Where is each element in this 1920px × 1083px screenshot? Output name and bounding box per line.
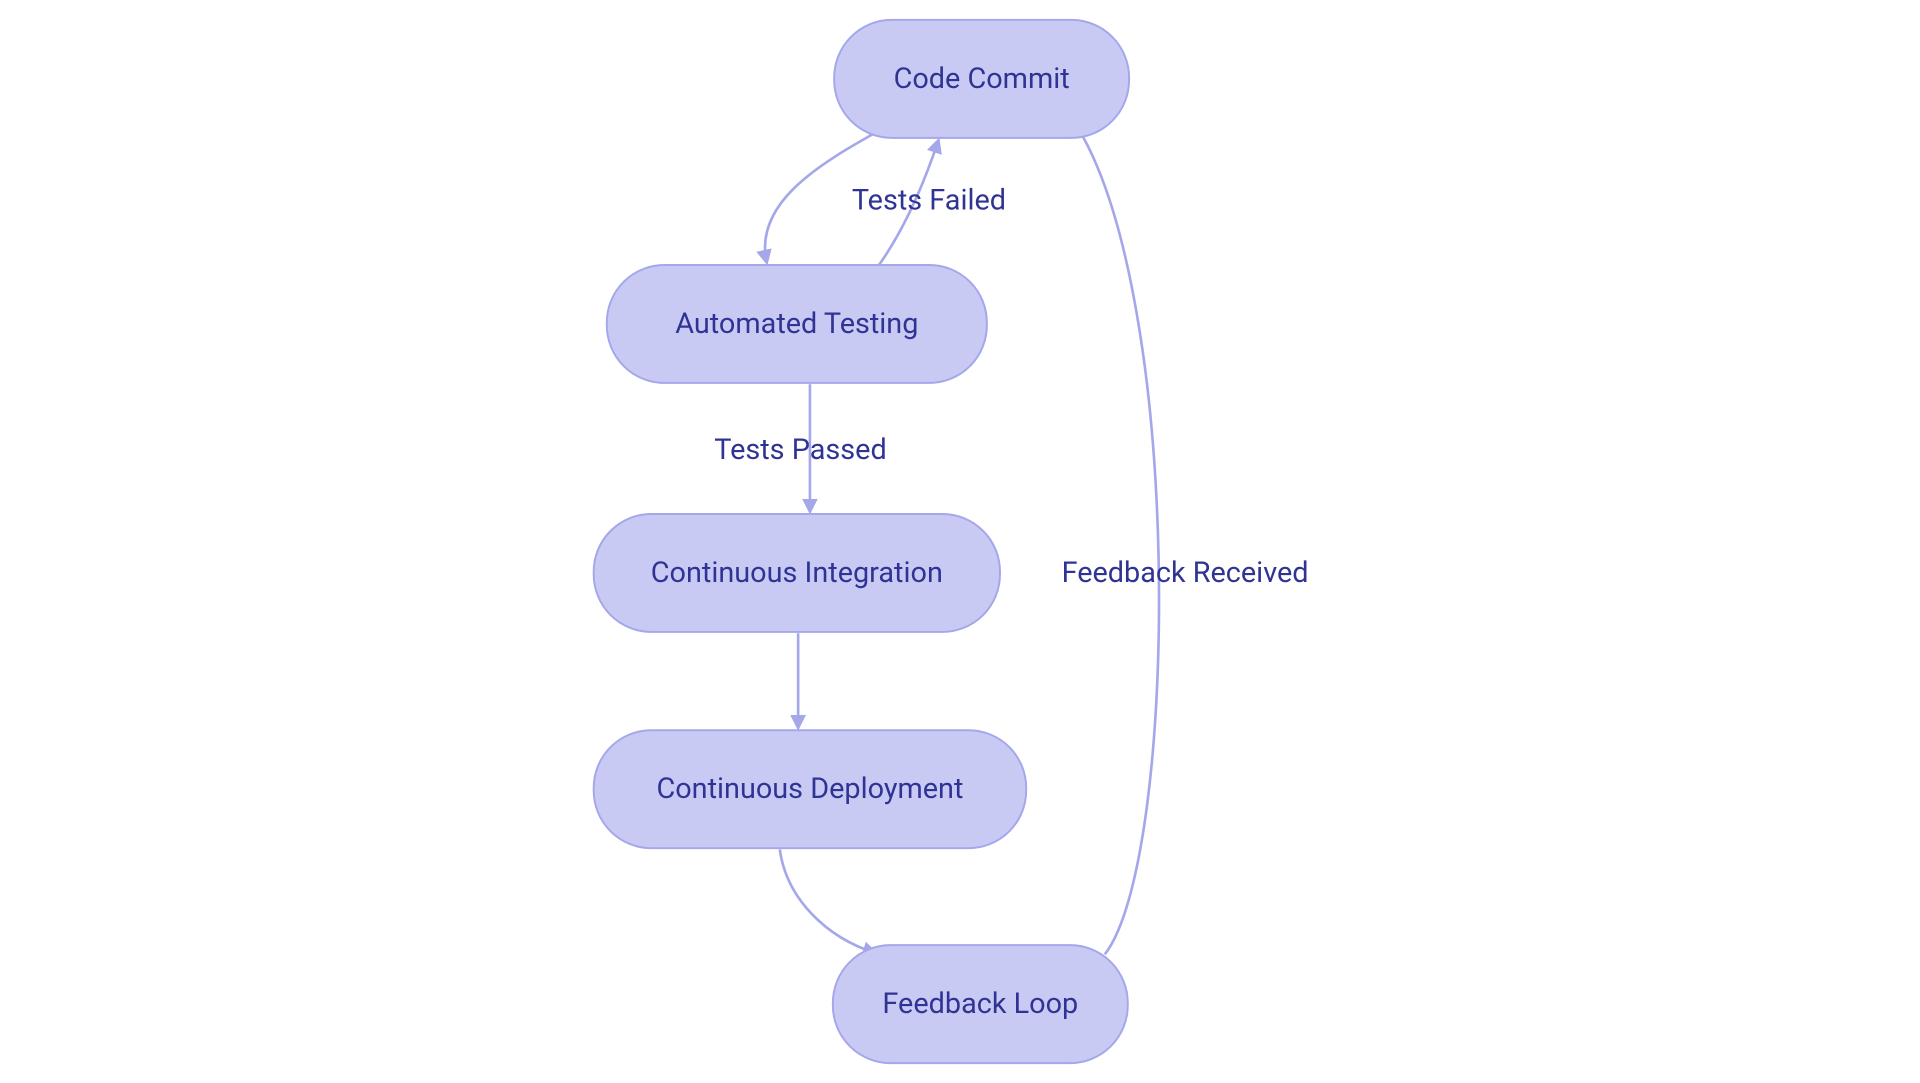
node-label-commit: Code Commit [894,62,1070,96]
edge-label-testing-to-commit: Tests Failed [852,184,1006,218]
node-label-feedback: Feedback Loop [882,987,1078,1021]
node-label-ci: Continuous Integration [651,556,943,590]
node-ci: Continuous Integration [594,514,1000,632]
edge-label-testing-to-ci: Tests Passed [714,433,886,467]
edge-label-feedback-to-commit: Feedback Received [1062,556,1309,590]
node-testing: Automated Testing [607,265,987,383]
node-label-testing: Automated Testing [675,307,918,341]
flowchart-diagram: Tests Failed Tests Passed Feedback Receive… [0,0,1920,1083]
node-commit: Code Commit [834,20,1129,138]
node-feedback: Feedback Loop [833,945,1128,1063]
node-label-cd: Continuous Deployment [656,772,963,806]
node-cd: Continuous Deployment [594,730,1026,848]
